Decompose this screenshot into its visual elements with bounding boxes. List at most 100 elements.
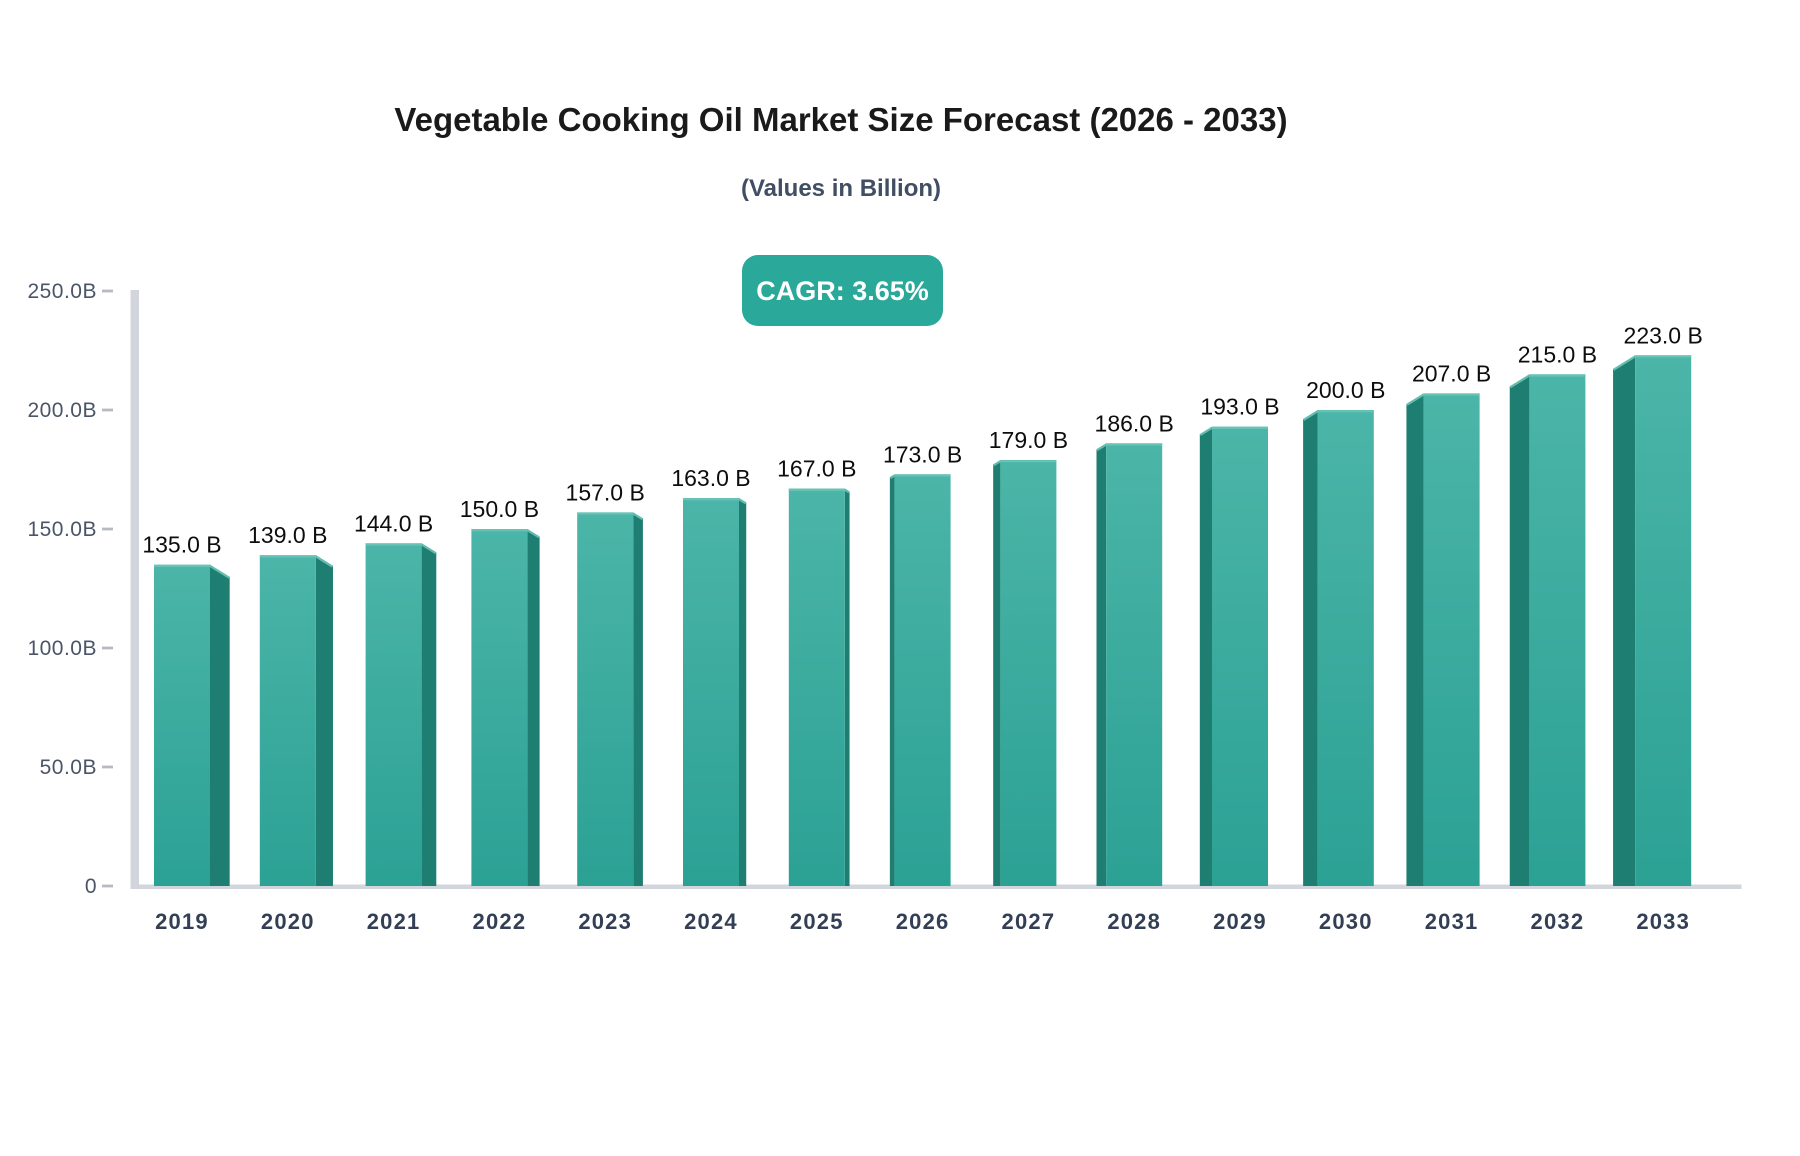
y-tick-label: 0 xyxy=(85,875,97,898)
bar-value-label: 223.0 B xyxy=(1624,322,1703,348)
bar-front-face xyxy=(365,543,422,886)
y-axis-labels: 0 50.0B 100.0B 150.0B 200.0B 250.0B xyxy=(27,280,113,898)
bar-top-edge-highlight xyxy=(365,543,437,555)
y-axis-line xyxy=(130,290,139,888)
bar-side-face xyxy=(889,474,895,886)
bar-side-face xyxy=(1199,426,1212,886)
bar-group-2021: 144.0 B xyxy=(354,510,437,886)
bar-group-2020: 139.0 B xyxy=(248,522,334,886)
cagr-badge-background xyxy=(742,255,943,326)
bar-group-2030: 200.0 B xyxy=(1303,377,1385,886)
x-tick-label: 2033 xyxy=(1636,909,1690,934)
y-tick-label: 50.0B xyxy=(40,756,97,779)
x-tick-label: 2032 xyxy=(1531,909,1585,934)
y-tick-mark xyxy=(102,765,113,769)
bar-front-face xyxy=(1423,393,1480,886)
bar-value-label: 200.0 B xyxy=(1306,377,1385,403)
y-tick-mark xyxy=(102,646,113,650)
chart-title: Vegetable Cooking Oil Market Size Foreca… xyxy=(394,101,1287,138)
x-tick-label: 2030 xyxy=(1319,909,1373,934)
bar-top-edge-highlight xyxy=(1612,355,1692,371)
bar-group-2029: 193.0 B xyxy=(1199,394,1280,886)
bar-value-label: 144.0 B xyxy=(354,510,433,536)
bar-front-face xyxy=(259,555,316,886)
bar-front-face xyxy=(683,498,739,886)
bar-top-edge-highlight xyxy=(1303,410,1374,421)
bar-group-2026: 173.0 B xyxy=(883,441,962,886)
x-tick-label: 2023 xyxy=(578,909,632,934)
bar-top-edge-highlight xyxy=(1406,393,1480,406)
y-tick-label: 250.0B xyxy=(27,280,97,303)
bar-group-2032: 215.0 B xyxy=(1509,341,1597,886)
bar-side-face xyxy=(739,498,747,886)
bar-front-face xyxy=(1317,410,1374,886)
bar-front-face xyxy=(1212,426,1268,886)
bar-side-face xyxy=(844,488,850,886)
bar-value-label: 135.0 B xyxy=(142,532,221,558)
bar-side-face xyxy=(527,529,540,886)
bar-front-face xyxy=(1000,459,1057,886)
x-tick-label: 2026 xyxy=(896,909,950,934)
bar-top-edge-highlight xyxy=(889,474,951,479)
bar-front-face xyxy=(1106,443,1163,886)
x-tick-label: 2019 xyxy=(155,909,209,934)
bar-top-edge-highlight xyxy=(471,529,540,539)
bar-side-face xyxy=(1509,374,1530,886)
bar-value-label: 173.0 B xyxy=(883,441,962,467)
bar-top-edge-highlight xyxy=(993,460,1057,467)
x-tick-label: 2028 xyxy=(1107,909,1161,934)
y-tick-mark xyxy=(102,289,113,293)
bar-side-face xyxy=(993,459,1001,886)
bar-top-edge-highlight xyxy=(1199,426,1268,436)
bar-front-face xyxy=(577,512,634,886)
bar-side-face xyxy=(421,543,437,886)
bar-group-2028: 186.0 B xyxy=(1095,410,1174,886)
bar-group-2023: 157.0 B xyxy=(566,479,645,886)
bar-side-face xyxy=(315,555,333,886)
y-tick-mark xyxy=(102,527,113,531)
x-tick-label: 2024 xyxy=(684,909,738,934)
bar-top-edge-highlight xyxy=(1509,374,1586,389)
bar-side-face xyxy=(210,564,230,886)
bar-value-label: 139.0 B xyxy=(248,522,327,548)
bar-side-face xyxy=(1303,410,1318,886)
x-tick-label: 2021 xyxy=(367,909,421,934)
bar-group-2027: 179.0 B xyxy=(989,427,1068,886)
bar-group-2031: 207.0 B xyxy=(1406,360,1491,886)
bar-group-2033: 223.0 B xyxy=(1612,322,1703,886)
cagr-badge-label: CAGR: 3.65% xyxy=(756,276,929,306)
bar-group-2025: 167.0 B xyxy=(777,456,856,886)
x-axis-labels: 2019 2020 2021 2022 2023 2024 2025 2026 2027 2028… xyxy=(155,909,1690,934)
bar-side-face xyxy=(1096,443,1107,886)
x-tick-label: 2027 xyxy=(1002,909,1056,934)
bar-side-face xyxy=(1406,393,1424,886)
bar-value-label: 163.0 B xyxy=(671,465,750,491)
x-tick-label: 2022 xyxy=(473,909,527,934)
bar-front-face xyxy=(894,474,951,886)
y-tick-label: 100.0B xyxy=(27,637,97,660)
chart-subtitle: (Values in Billion) xyxy=(741,175,941,202)
bar-value-label: 167.0 B xyxy=(777,456,856,482)
bar-value-label: 215.0 B xyxy=(1518,341,1597,367)
x-tick-label: 2020 xyxy=(261,909,315,934)
x-tick-label: 2025 xyxy=(790,909,844,934)
bar-side-face xyxy=(633,512,643,886)
x-tick-label: 2031 xyxy=(1425,909,1479,934)
bar-front-face xyxy=(1635,355,1692,886)
bar-group-2022: 150.0 B xyxy=(460,496,540,886)
y-tick-mark xyxy=(102,884,113,888)
x-tick-label: 2029 xyxy=(1213,909,1267,934)
bar-top-edge-highlight xyxy=(154,564,230,579)
bar-group-2019: 135.0 B xyxy=(142,532,230,886)
bars-layer: 135.0 B 139.0 B 144.0 B 150.0 B 157.0 B 163.0… xyxy=(142,322,1703,886)
bar-value-label: 186.0 B xyxy=(1095,410,1174,436)
cagr-badge: CAGR: 3.65% xyxy=(742,255,943,326)
bar-side-face xyxy=(1613,355,1636,886)
bar-front-face xyxy=(471,529,528,886)
bar-group-2024: 163.0 B xyxy=(671,465,751,886)
bar-top-edge-highlight xyxy=(788,488,850,494)
bar-value-label: 150.0 B xyxy=(460,496,539,522)
bar-front-face xyxy=(1529,374,1586,886)
